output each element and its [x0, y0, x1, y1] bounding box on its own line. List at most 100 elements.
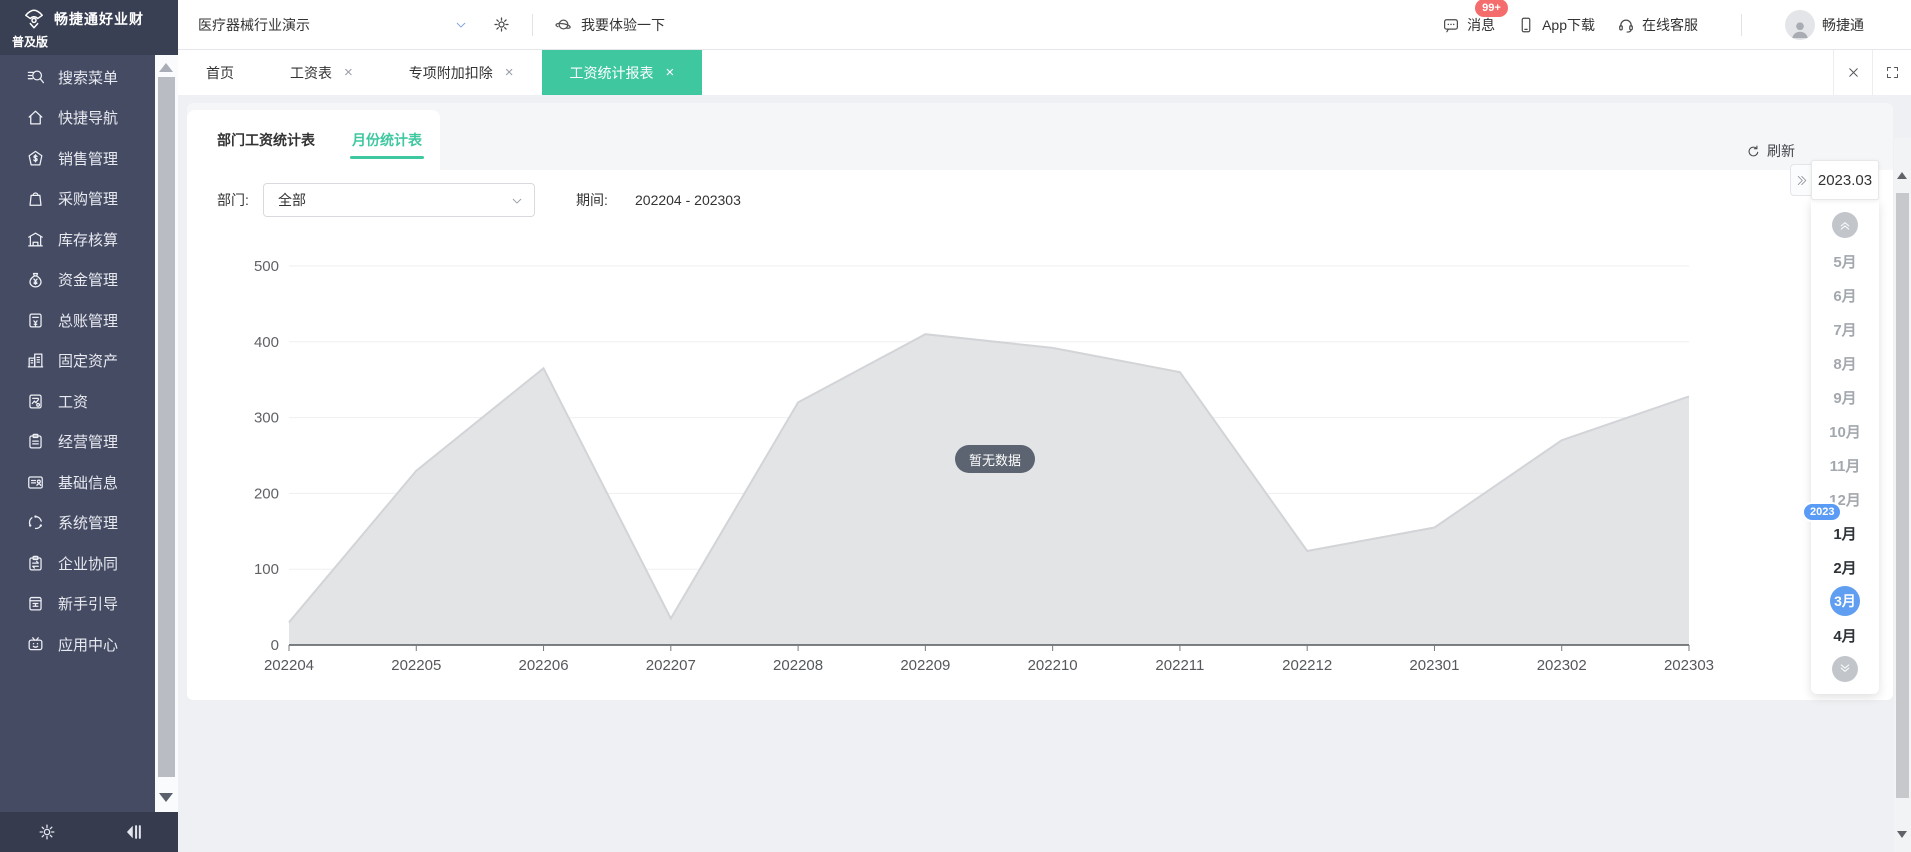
tab-2[interactable]: 工资表 × [262, 50, 381, 95]
operations-icon [26, 432, 45, 451]
month-item-8月[interactable]: 8月 [1833, 355, 1857, 373]
edition-label: 普及版 [12, 35, 49, 49]
month-picker-next-button[interactable] [1832, 656, 1858, 682]
sidebar-item-purchase[interactable]: 采购管理 [0, 179, 155, 220]
app-download-button[interactable]: App下载 [1517, 15, 1595, 35]
app-center-icon [26, 635, 45, 654]
month-item-5月[interactable]: 5月 [1833, 253, 1857, 271]
refresh-icon [1746, 144, 1761, 159]
month-picker-current[interactable]: 2023.03 [1811, 160, 1879, 200]
messages-button[interactable]: 消息 99+ [1442, 0, 1508, 35]
scroll-up-arrow-icon[interactable] [159, 63, 173, 72]
month-item-3月[interactable]: 3月 [1811, 584, 1879, 618]
sidebar-item-funds[interactable]: 资金管理 [0, 260, 155, 301]
scroll-down-arrow-icon[interactable] [1897, 831, 1907, 838]
svg-text:500: 500 [254, 258, 279, 275]
basic-info-icon [26, 473, 45, 492]
sidebar-item-basic-info[interactable]: 基础信息 [0, 462, 155, 503]
scroll-up-arrow-icon[interactable] [1897, 172, 1907, 179]
sidebar-item-label: 总账管理 [58, 312, 119, 330]
sidebar-item-system[interactable]: 系统管理 [0, 503, 155, 544]
online-service-button[interactable]: 在线客服 [1617, 15, 1698, 35]
svg-text:202209: 202209 [900, 657, 950, 674]
sidebar-item-label: 搜索菜单 [58, 69, 119, 87]
close-tab-button[interactable] [1833, 50, 1872, 95]
sidebar-item-assets[interactable]: 固定资产 [0, 341, 155, 382]
svg-text:202303: 202303 [1664, 657, 1714, 674]
settings-gear-icon[interactable] [37, 822, 57, 842]
sidebar-item-ledger[interactable]: 总账管理 [0, 300, 155, 341]
double-chevron-right-icon [1795, 174, 1808, 187]
monthly-salary-area-chart: 202204 202205 202206 202207 202208 202209 2022… [187, 250, 1893, 680]
sidebar-item-collab[interactable]: 企业协同 [0, 543, 155, 584]
month-picker-panel: 5月 6月 7月 8月 9月 10月 11月 12月 1月 2月 3月 4月 2023 [1804, 200, 1879, 694]
sidebar-scrollbar[interactable] [155, 55, 178, 812]
svg-text:100: 100 [254, 561, 279, 578]
scroll-down-arrow-icon[interactable] [159, 793, 173, 802]
svg-text:300: 300 [254, 410, 279, 427]
tab-4[interactable]: 工资统计报表 × [541, 50, 703, 95]
content-area: 部门工资统计表 月份统计表 刷新 部门: 全部 期间: 202204 - 2023… [178, 95, 1911, 852]
dept-select[interactable]: 全部 [263, 183, 535, 217]
sidebar-item-operations[interactable]: 经营管理 [0, 422, 155, 463]
svg-text:202301: 202301 [1409, 657, 1459, 674]
sales-icon [26, 149, 45, 168]
sidebar-item-label: 企业协同 [58, 555, 119, 573]
refresh-button[interactable]: 刷新 [1746, 141, 1795, 161]
collab-icon [26, 554, 45, 573]
gear-icon[interactable] [492, 15, 511, 34]
sidebar-item-guide[interactable]: 新手引导 [0, 584, 155, 625]
sidebar-item-label: 应用中心 [58, 636, 119, 654]
tab-close-icon[interactable]: × [504, 64, 514, 81]
month-item-12月[interactable]: 12月 [1829, 491, 1861, 509]
experience-button[interactable]: 我要体验一下 [554, 15, 665, 35]
month-item-11月[interactable]: 11月 [1829, 457, 1861, 475]
month-item-2月[interactable]: 2月 [1833, 559, 1857, 577]
subtab-2[interactable]: 月份统计表 [350, 110, 424, 170]
svg-text:0: 0 [271, 637, 279, 654]
report-body: 部门: 全部 期间: 202204 - 202303 202204 202205 2… [187, 170, 1893, 700]
sidebar-item-inventory[interactable]: 库存核算 [0, 219, 155, 260]
subtab-1[interactable]: 部门工资统计表 [217, 132, 315, 148]
month-item-1月[interactable]: 1月 [1833, 525, 1857, 543]
tab-3[interactable]: 专项附加扣除 × [381, 50, 542, 95]
sidebar-item-label: 工资 [58, 393, 89, 411]
month-item-6月[interactable]: 6月 [1833, 287, 1857, 305]
month-item-10月[interactable]: 10月 [1829, 423, 1861, 441]
experience-label: 我要体验一下 [581, 16, 665, 33]
tab-close-icon[interactable]: × [665, 64, 675, 81]
sidebar-item-label: 库存核算 [58, 231, 119, 249]
sidebar-item-app-center[interactable]: 应用中心 [0, 624, 155, 665]
sidebar-item-label: 新手引导 [58, 596, 119, 614]
collapse-sidebar-icon[interactable] [124, 822, 144, 842]
tab-close-icon[interactable]: × [344, 64, 353, 81]
scrollbar-thumb[interactable] [1896, 193, 1909, 798]
scrollbar-thumb[interactable] [158, 77, 175, 777]
month-item-7月[interactable]: 7月 [1833, 321, 1857, 339]
search-icon [26, 68, 45, 87]
month-item-4月[interactable]: 4月 [1833, 627, 1857, 645]
tab-label: 专项附加扣除 [408, 64, 493, 81]
month-panel-expand-button[interactable] [1790, 164, 1811, 196]
sidebar-item-payroll[interactable]: 工资 [0, 381, 155, 422]
sidebar-item-home[interactable]: 快捷导航 [0, 98, 155, 139]
sidebar-item-search[interactable]: 搜索菜单 [0, 57, 155, 98]
tab-1[interactable]: 首页 [178, 50, 262, 95]
month-item-9月[interactable]: 9月 [1833, 389, 1857, 407]
brand-logo-icon [22, 8, 46, 30]
page-scrollbar[interactable] [1894, 138, 1911, 852]
messages-count-badge: 99+ [1475, 0, 1508, 17]
topbar: 医疗器械行业演示 我要体验一下 消息 99+ App下载 在线客服 畅捷通 [178, 0, 1911, 50]
svg-text:202207: 202207 [646, 657, 696, 674]
period-filter-label: 期间: [576, 192, 608, 208]
fullscreen-button[interactable] [1872, 50, 1911, 95]
company-select[interactable]: 医疗器械行业演示 [198, 15, 468, 35]
user-name: 畅捷通 [1822, 17, 1864, 33]
headset-icon [1617, 16, 1635, 34]
sidebar-item-label: 基础信息 [58, 474, 119, 492]
user-menu[interactable]: 畅捷通 [1785, 10, 1864, 40]
sidebar-item-sales[interactable]: 销售管理 [0, 138, 155, 179]
sidebar-item-label: 采购管理 [58, 191, 119, 209]
svg-text:202208: 202208 [773, 657, 823, 674]
month-picker-prev-button[interactable] [1832, 212, 1858, 238]
